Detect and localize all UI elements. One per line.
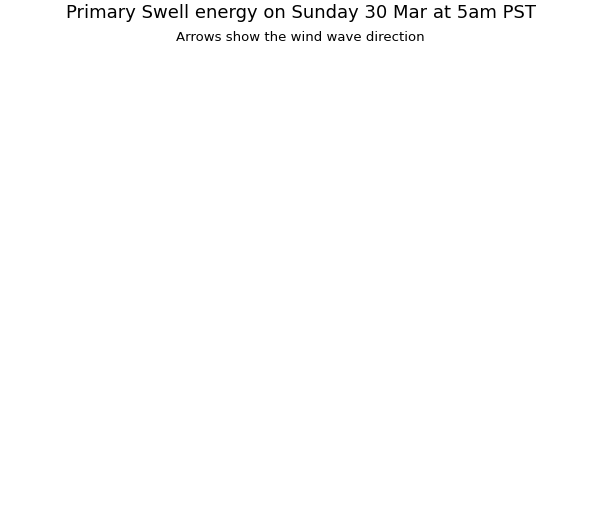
Text: Arrows show the wind wave direction: Arrows show the wind wave direction (176, 31, 425, 44)
Text: cartopy required: cartopy required (243, 273, 358, 287)
Text: Primary Swell energy on Sunday 30 Mar at 5am PST: Primary Swell energy on Sunday 30 Mar at… (66, 4, 535, 22)
